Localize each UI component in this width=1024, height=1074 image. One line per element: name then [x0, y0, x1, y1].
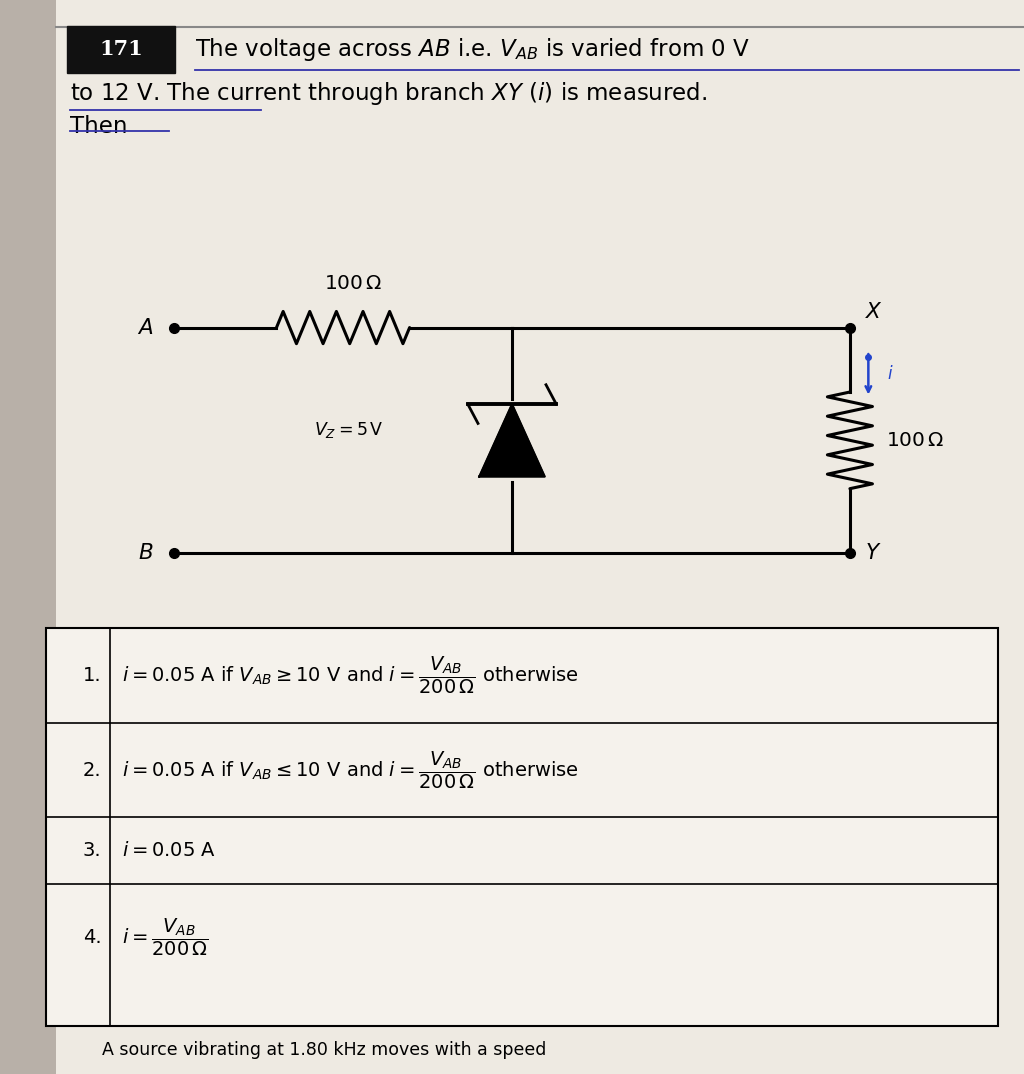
Text: $i = \dfrac{V_{AB}}{200\,\Omega}$: $i = \dfrac{V_{AB}}{200\,\Omega}$: [122, 917, 209, 958]
Text: 2.: 2.: [83, 760, 101, 780]
Text: $B$: $B$: [138, 543, 154, 563]
Bar: [0, 0, 56, 1074]
Text: $100\,\Omega$: $100\,\Omega$: [886, 431, 944, 450]
Text: $i = 0.05$ A if $V_{AB} \leq 10$ V and $i = \dfrac{V_{AB}}{200\,\Omega}$ otherwi: $i = 0.05$ A if $V_{AB} \leq 10$ V and $…: [122, 750, 579, 790]
Text: $i = 0.05$ A: $i = 0.05$ A: [122, 841, 216, 860]
Text: $A$: $A$: [137, 318, 154, 337]
Polygon shape: [479, 404, 545, 477]
Text: $i$: $i$: [887, 365, 893, 383]
Text: $100\,\Omega$: $100\,\Omega$: [325, 274, 382, 293]
FancyBboxPatch shape: [67, 26, 175, 73]
Text: Then: Then: [70, 115, 127, 137]
Text: 4.: 4.: [83, 928, 101, 947]
Text: 1.: 1.: [83, 666, 101, 685]
Text: $V_Z = 5\,\mathrm{V}$: $V_Z = 5\,\mathrm{V}$: [314, 420, 384, 439]
Text: The voltage across $\mathit{AB}$ i.e. $V_{\mathit{AB}}$ is varied from $0$ V: The voltage across $\mathit{AB}$ i.e. $V…: [195, 35, 750, 63]
Text: 171: 171: [99, 40, 142, 59]
Bar: [46, 628, 998, 1026]
Text: 3.: 3.: [83, 841, 101, 860]
Text: $X$: $X$: [865, 302, 884, 322]
Text: to $12$ V. The current through branch $\mathit{XY}$ $(\mathit{i})$ is measured.: to $12$ V. The current through branch $\…: [70, 79, 707, 107]
Text: $i = 0.05$ A if $V_{AB} \geq 10$ V and $i = \dfrac{V_{AB}}{200\,\Omega}$ otherwi: $i = 0.05$ A if $V_{AB} \geq 10$ V and $…: [122, 655, 579, 696]
Text: A source vibrating at 1.80 kHz moves with a speed: A source vibrating at 1.80 kHz moves wit…: [102, 1042, 547, 1059]
Text: $Y$: $Y$: [865, 543, 882, 563]
